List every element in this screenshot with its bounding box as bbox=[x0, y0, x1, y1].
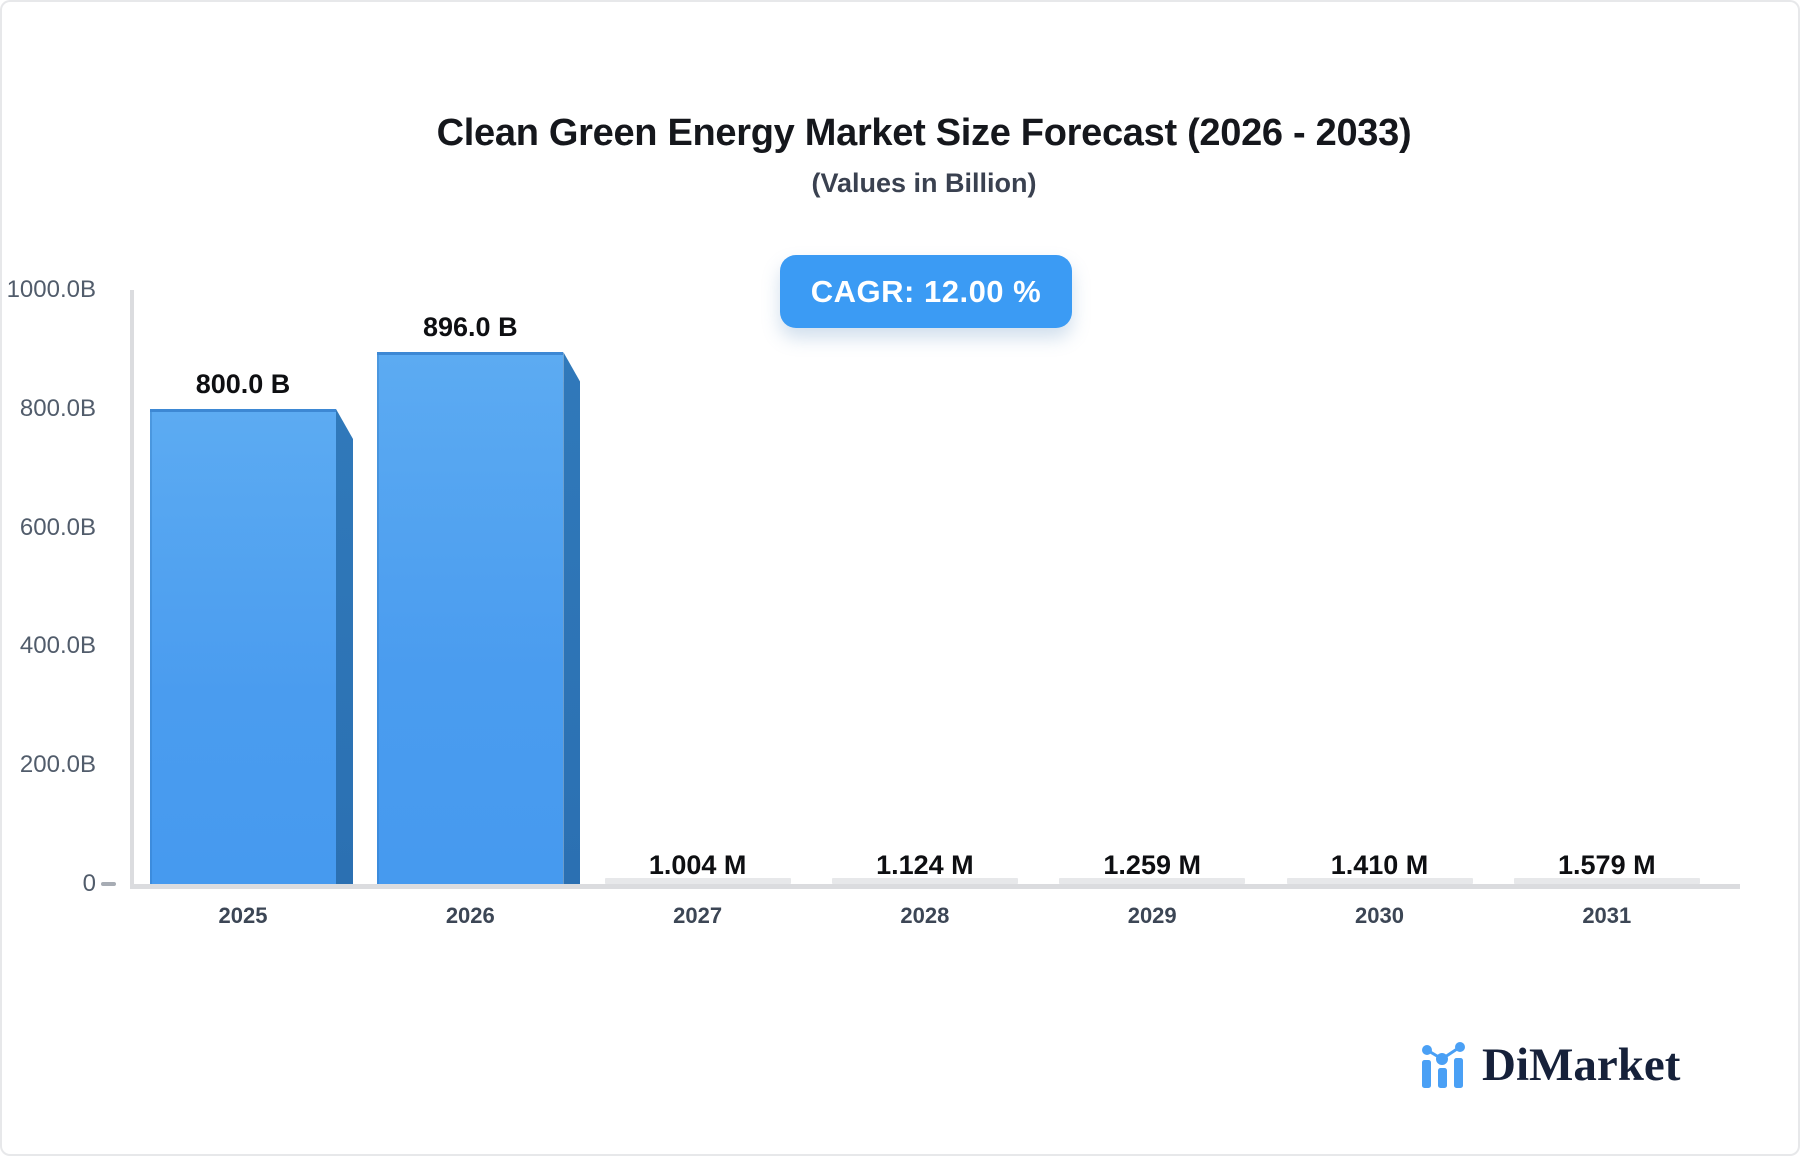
bar-2028 bbox=[831, 878, 1018, 884]
y-tick-label: 1000.0B bbox=[6, 276, 96, 303]
x-axis-category-label: 2031 bbox=[1582, 903, 1632, 928]
chart-title: Clean Green Energy Market Size Forecast … bbox=[436, 112, 1412, 154]
bar-value-label: 896.0 B bbox=[423, 312, 518, 342]
y-tick-label: 600.0B bbox=[19, 513, 96, 541]
y-tick-label: 400.0B bbox=[19, 632, 96, 660]
bar-value-label: 1.004 M bbox=[648, 850, 747, 880]
bar-value-label: 1.410 M bbox=[1330, 850, 1429, 880]
bar-2031 bbox=[1513, 878, 1700, 884]
x-axis-category-label: 2026 bbox=[445, 903, 495, 928]
bar-2027 bbox=[604, 878, 791, 884]
brand-footer: DiMarket bbox=[1420, 1040, 1680, 1090]
mini-bar-chart-logo-icon bbox=[1420, 1040, 1468, 1090]
bar-bevel-2025 bbox=[336, 409, 353, 884]
brand-name: DiMarket bbox=[1482, 1038, 1681, 1091]
cagr-badge-label: CAGR: 12.00 % bbox=[810, 273, 1042, 309]
bar-value-label: 1.124 M bbox=[876, 850, 974, 880]
y-tick-label: 800.0B bbox=[19, 394, 96, 422]
x-axis-category-label: 2030 bbox=[1355, 903, 1404, 928]
x-axis-category-label: 2025 bbox=[218, 903, 268, 928]
bar-2026 bbox=[377, 352, 564, 884]
cagr-badge: CAGR: 12.00 % bbox=[780, 255, 1072, 328]
x-axis-category-label: 2028 bbox=[900, 903, 950, 928]
bar-2029 bbox=[1059, 878, 1246, 884]
y-axis-line bbox=[130, 290, 134, 884]
bar-value-label: 1.259 M bbox=[1103, 850, 1201, 880]
y-tick-label: 0 bbox=[82, 870, 96, 897]
bar-value-label: 1.579 M bbox=[1558, 850, 1656, 880]
y-tick-label: 200.0B bbox=[19, 751, 96, 779]
chart-subtitle: (Values in Billion) bbox=[811, 168, 1037, 198]
bar-bevel-2026 bbox=[563, 352, 581, 884]
x-axis-category-label: 2029 bbox=[1127, 903, 1177, 928]
bar-2030 bbox=[1286, 878, 1473, 884]
x-axis-category-label: 2027 bbox=[673, 903, 723, 928]
x-axis-baseline bbox=[130, 884, 1740, 889]
zero-tick-mark bbox=[101, 882, 116, 886]
bar-2025 bbox=[150, 409, 336, 884]
bar-value-label: 800.0 B bbox=[195, 369, 291, 399]
